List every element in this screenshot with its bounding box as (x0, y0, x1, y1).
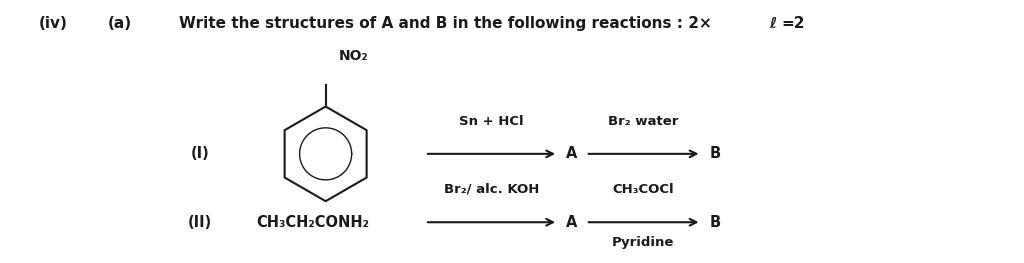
Text: Br₂/ alc. KOH: Br₂/ alc. KOH (443, 183, 540, 196)
Text: (I): (I) (190, 146, 209, 161)
Text: CH₃CH₂CONH₂: CH₃CH₂CONH₂ (256, 215, 369, 230)
Text: Br₂ water: Br₂ water (608, 115, 678, 128)
Text: (a): (a) (108, 16, 132, 31)
Text: A: A (566, 146, 578, 161)
Text: CH₃COCl: CH₃COCl (612, 183, 674, 196)
Text: (II): (II) (187, 215, 212, 230)
Text: B: B (710, 146, 721, 161)
Text: NO₂: NO₂ (339, 49, 368, 63)
Text: Pyridine: Pyridine (612, 236, 674, 249)
Text: A: A (566, 215, 578, 230)
Text: Sn + HCl: Sn + HCl (459, 115, 524, 128)
Text: Write the structures of A and B in the following reactions : 2×: Write the structures of A and B in the f… (179, 16, 712, 31)
Text: (iv): (iv) (39, 16, 68, 31)
Text: =2: =2 (781, 16, 805, 31)
Text: ℓ: ℓ (769, 16, 776, 31)
Text: B: B (710, 215, 721, 230)
